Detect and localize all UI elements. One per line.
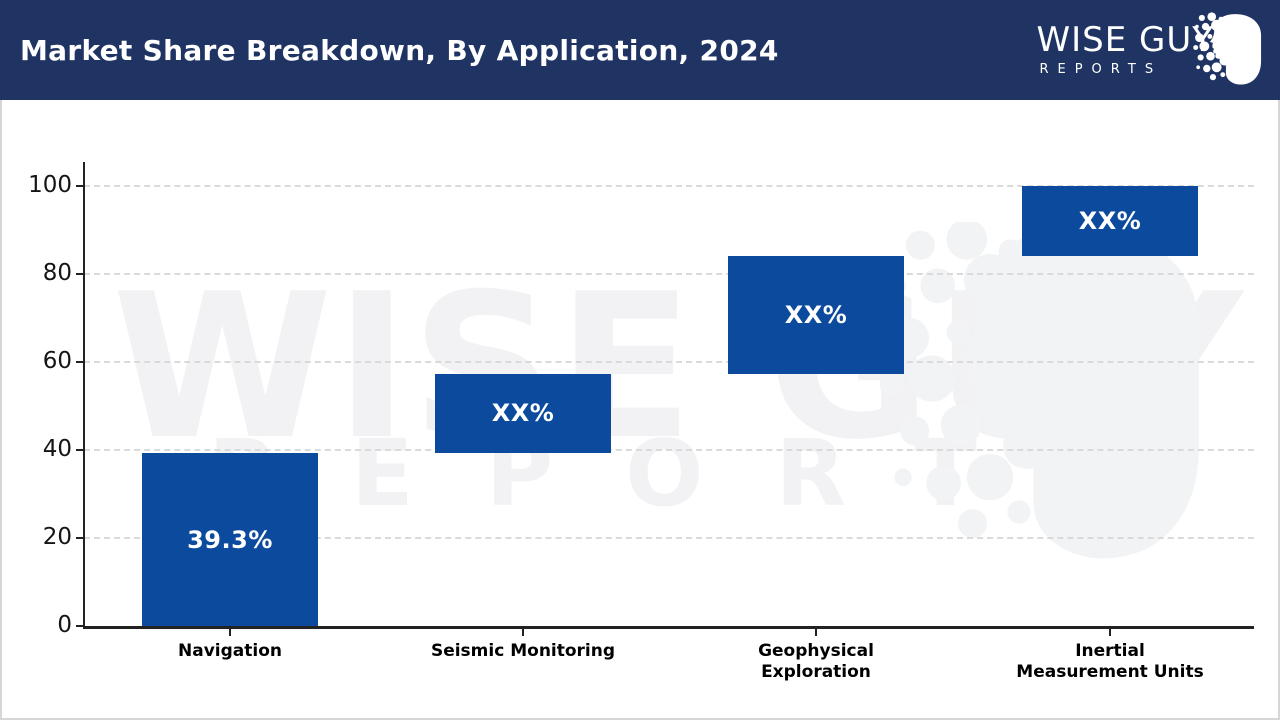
y-tick-40	[76, 449, 84, 451]
logo-text: WISE GUY REPORTS	[1036, 23, 1214, 77]
bar-1: 39.3%	[142, 453, 318, 626]
y-axis-line	[83, 162, 85, 627]
x-category-label-2: Seismic Monitoring	[431, 641, 615, 662]
header: Market Share Breakdown, By Application, …	[0, 0, 1280, 100]
x-category-label-4: Inertial Measurement Units	[1016, 641, 1203, 683]
x-axis-line	[83, 626, 1254, 629]
y-tick-0	[76, 625, 84, 627]
gridline-80	[84, 273, 1254, 275]
y-tick-80	[76, 273, 84, 275]
bar-value-label: XX%	[491, 399, 555, 428]
x-category-label-line: Seismic Monitoring	[430, 641, 616, 661]
y-tick-100	[76, 185, 84, 187]
bar-3: XX%	[728, 256, 904, 374]
wiseguy-logo: WISE GUY REPORTS	[1036, 8, 1266, 92]
y-tick-60	[76, 361, 84, 363]
y-tick-label-80: 80	[42, 260, 72, 286]
y-tick-label-0: 0	[57, 612, 72, 638]
logo-name: WISE GUY	[1036, 20, 1214, 60]
gridline-100	[84, 185, 1254, 187]
x-category-label-line: Geophysical	[758, 641, 874, 661]
bar-value-label: XX%	[1078, 207, 1142, 236]
y-tick-20	[76, 537, 84, 539]
y-tick-label-100: 100	[28, 172, 72, 198]
gridline-60	[84, 361, 1254, 363]
x-category-label-1: Navigation	[178, 641, 282, 662]
y-tick-label-40: 40	[42, 436, 72, 462]
x-tick-2	[522, 629, 524, 636]
bar-2: XX%	[435, 373, 611, 454]
y-tick-label-60: 60	[42, 348, 72, 374]
x-tick-1	[229, 629, 231, 636]
x-tick-3	[815, 629, 817, 636]
gridline-20	[84, 537, 1254, 539]
x-category-label-line: Measurement Units	[1016, 662, 1204, 682]
page-title: Market Share Breakdown, By Application, …	[20, 33, 779, 67]
gridline-40	[84, 449, 1254, 451]
bar-value-label: XX%	[784, 301, 848, 330]
logo-tagline: REPORTS	[1039, 62, 1163, 77]
x-category-label-line: Navigation	[178, 641, 282, 661]
x-category-label-line: Exploration	[761, 662, 871, 682]
y-tick-label-20: 20	[42, 524, 72, 550]
bar-value-label: 39.3%	[187, 525, 273, 554]
x-category-label-3: Geophysical Exploration	[758, 641, 874, 683]
wiseguy-head-icon	[1193, 12, 1262, 85]
x-category-label-line: Inertial	[1075, 641, 1145, 661]
x-tick-4	[1109, 629, 1111, 636]
bar-4: XX%	[1022, 186, 1198, 257]
